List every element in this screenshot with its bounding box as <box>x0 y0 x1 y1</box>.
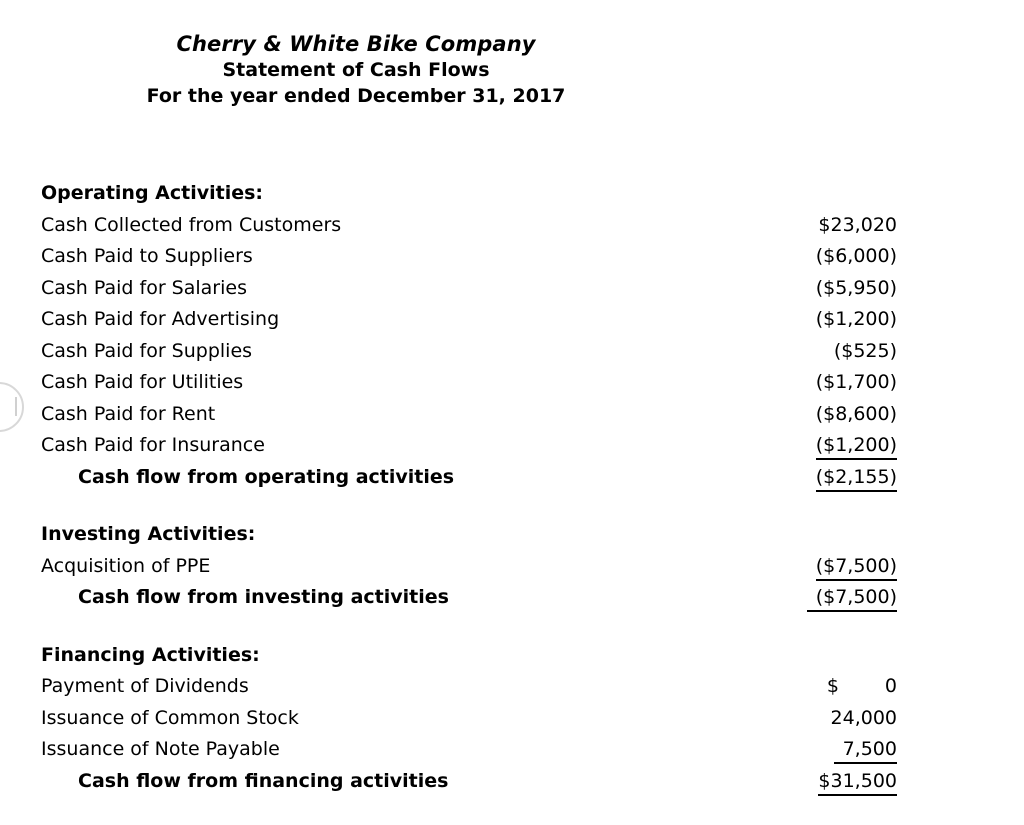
line-item-label: Issuance of Common Stock <box>41 706 299 729</box>
subtotal-amount: $31,500 <box>818 769 897 796</box>
line-item: Cash Paid for Utilities ($1,700) <box>41 367 897 399</box>
line-item-label: Cash Paid to Suppliers <box>41 245 253 267</box>
section-investing-activities: Investing Activities: Acquisition of PPE… <box>41 519 897 614</box>
currency-symbol: $ <box>826 675 839 697</box>
statement-title: Statement of Cash Flows <box>222 59 490 82</box>
line-item-amount: ($5,950) <box>815 276 897 299</box>
line-item: Acquisition of PPE ($7,500) <box>41 551 897 583</box>
line-item-label: Cash Paid for Utilities <box>41 371 244 393</box>
statement-period: For the year ended December 31, 2017 <box>146 84 566 107</box>
statement-body: Operating Activities: Cash Collected fro… <box>41 178 897 797</box>
section-heading-financing: Financing Activities: <box>41 643 260 666</box>
chevron-bar-icon <box>15 397 17 416</box>
line-item: Cash Paid for Insurance ($1,200) <box>41 430 897 462</box>
amount-value: 0 <box>884 675 897 697</box>
line-item-amount: ($1,200) <box>815 433 897 460</box>
subtotal-label: Cash flow from financing activities <box>78 769 449 792</box>
line-item: Cash Paid for Rent ($8,600) <box>41 399 897 431</box>
line-item: Payment of Dividends $0 <box>41 671 897 703</box>
line-item-label: Acquisition of PPE <box>41 554 211 577</box>
line-item-label: Cash Paid for Salaries <box>41 276 247 299</box>
subtotal-amount: ($2,155) <box>815 465 897 492</box>
section-heading-investing: Investing Activities: <box>41 523 256 545</box>
subtotal-row-operating: Cash flow from operating activities ($2,… <box>41 462 897 494</box>
subtotal-amount: ($7,500) <box>806 585 897 612</box>
document-header: Cherry & White Bike Company Statement of… <box>0 0 712 109</box>
line-item-label: Cash Paid for Supplies <box>41 339 253 362</box>
line-item: Cash Collected from Customers $23,020 <box>41 210 897 242</box>
line-item-amount: ($525) <box>833 339 897 362</box>
line-item-amount: ($8,600) <box>815 402 897 425</box>
line-item: Cash Paid to Suppliers ($6,000) <box>41 241 897 273</box>
line-item: Issuance of Common Stock 24,000 <box>41 703 897 735</box>
section-heading-operating: Operating Activities: <box>41 182 264 204</box>
line-item-label: Cash Paid for Insurance <box>41 434 265 456</box>
line-item-amount: ($1,200) <box>815 308 897 330</box>
line-item: Cash Paid for Supplies ($525) <box>41 336 897 368</box>
previous-page-circle-icon[interactable] <box>0 382 24 432</box>
subtotal-label: Cash flow from operating activities <box>78 465 455 488</box>
line-item: Issuance of Note Payable 7,500 <box>41 734 897 766</box>
line-item-amount: ($6,000) <box>815 245 897 267</box>
subtotal-row-financing: Cash flow from financing activities $31,… <box>41 766 897 798</box>
line-item: Cash Paid for Salaries ($5,950) <box>41 273 897 305</box>
line-item-label: Payment of Dividends <box>41 675 249 697</box>
line-item-amount: 7,500 <box>833 737 897 764</box>
line-item-label: Cash Paid for Rent <box>41 402 216 425</box>
line-item-amount: 24,000 <box>830 706 897 729</box>
line-item-label: Cash Paid for Advertising <box>41 308 280 330</box>
line-item-label: Issuance of Note Payable <box>41 738 280 760</box>
subtotal-row-investing: Cash flow from investing activities ($7,… <box>41 582 897 614</box>
section-financing-activities: Financing Activities: Payment of Dividen… <box>41 640 897 798</box>
line-item: Cash Paid for Advertising ($1,200) <box>41 304 897 336</box>
line-item-amount: ($1,700) <box>815 371 897 393</box>
company-name: Cherry & White Bike Company <box>176 32 536 56</box>
subtotal-label: Cash flow from investing activities <box>78 586 449 608</box>
line-item-amount: $23,020 <box>818 213 897 236</box>
line-item-amount: ($7,500) <box>815 554 897 581</box>
line-item-label: Cash Collected from Customers <box>41 213 342 236</box>
line-item-amount: $0 <box>827 671 897 703</box>
section-operating-activities: Operating Activities: Cash Collected fro… <box>41 178 897 493</box>
